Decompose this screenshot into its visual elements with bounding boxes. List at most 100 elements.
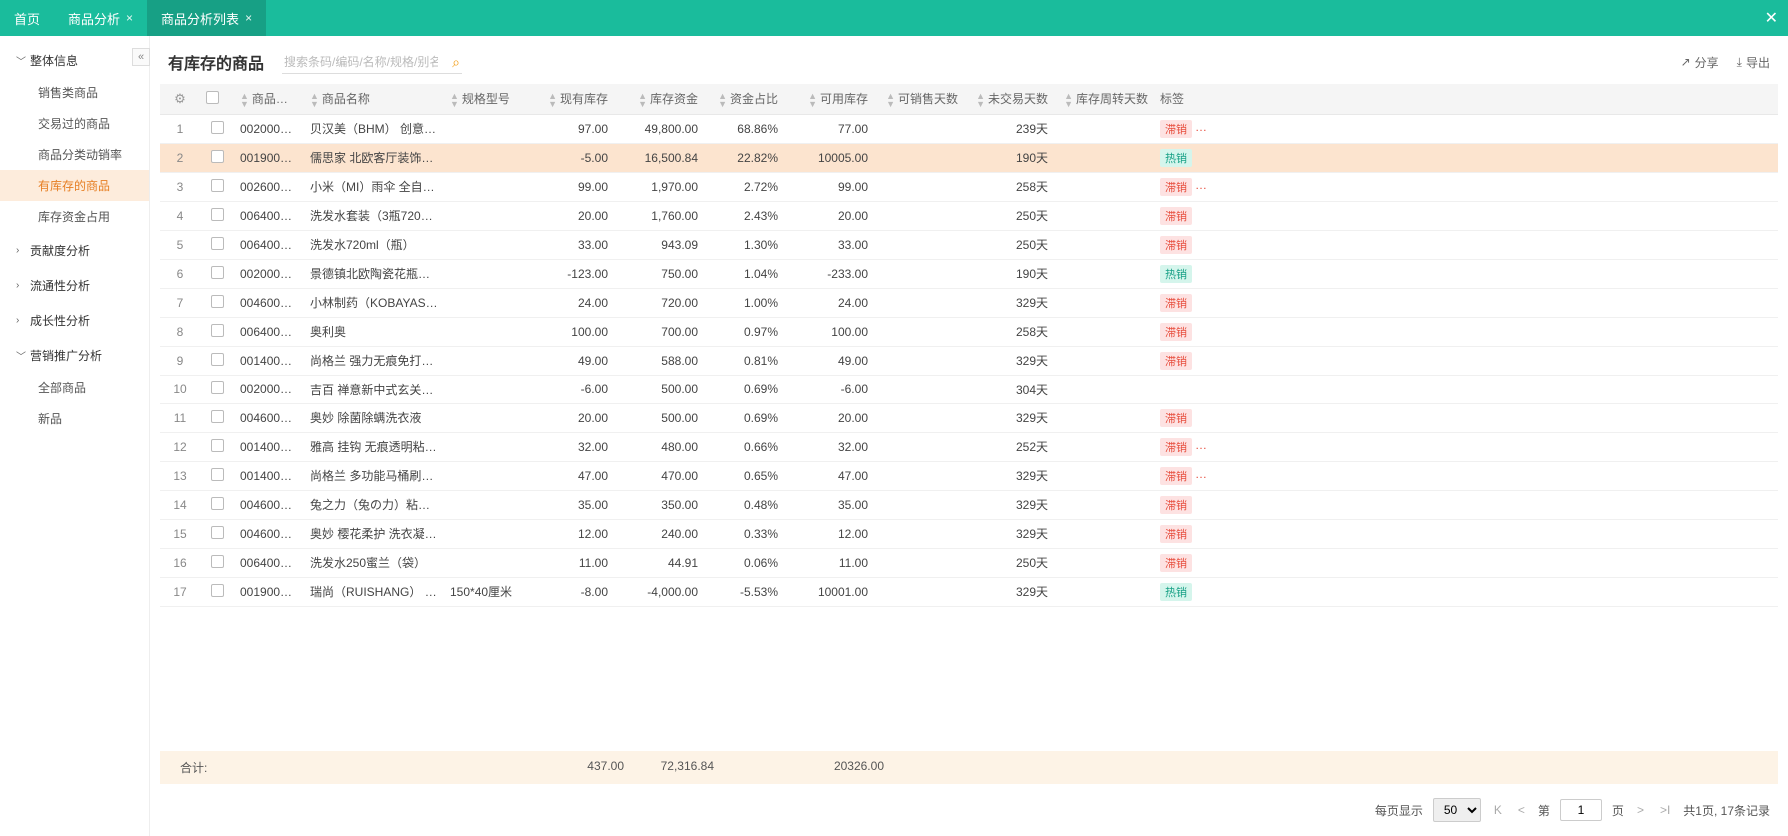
table-row[interactable]: 12001400…雅高 挂钩 无痕透明粘钩 强力32.00480.000.66%… <box>160 432 1778 461</box>
column-header[interactable]: ▲▼未交易天数 <box>964 84 1054 114</box>
sidebar-group-title[interactable]: ﹀营销推广分析 <box>0 339 149 372</box>
row-checkbox[interactable] <box>211 353 224 366</box>
cell-code: 006400… <box>234 548 304 577</box>
row-checkbox[interactable] <box>211 584 224 597</box>
sidebar-group-title[interactable]: ›贡献度分析 <box>0 234 149 267</box>
table-row[interactable]: 4006400…洗发水套装（3瓶720ml+1120.001,760.002.4… <box>160 201 1778 230</box>
table-row[interactable]: 15004600…奥妙 樱花柔护 洗衣凝珠 1012.00240.000.33%… <box>160 519 1778 548</box>
top-tab[interactable]: 商品分析× <box>54 0 147 36</box>
table-row[interactable]: 8006400…奥利奥100.00700.000.97%100.00258天滞销 <box>160 317 1778 346</box>
row-checkbox[interactable] <box>211 324 224 337</box>
row-checkbox[interactable] <box>211 526 224 539</box>
page-input[interactable] <box>1560 799 1602 821</box>
column-header[interactable]: ▲▼资金占比 <box>704 84 784 114</box>
cell-no-trade: 258天 <box>964 317 1054 346</box>
cell-sell-days <box>874 230 964 259</box>
cell-turn-days <box>1054 201 1154 230</box>
cell-value-pct: 1.04% <box>704 259 784 288</box>
cell-sell-days <box>874 375 964 403</box>
table-row[interactable]: 2001900…儒思家 北欧客厅装饰画卧室-5.0016,500.8422.82… <box>160 143 1778 172</box>
column-header[interactable]: ▲▼可销售天数 <box>874 84 964 114</box>
sidebar-collapse-button[interactable]: « <box>132 48 150 66</box>
row-checkbox[interactable] <box>211 179 224 192</box>
row-checkbox[interactable] <box>211 295 224 308</box>
table-row[interactable]: 10002000…吉百 禅意新中式玄关摆件套-6.00500.000.69%-6… <box>160 375 1778 403</box>
totals-cell <box>884 759 974 776</box>
table-row[interactable]: 16006400…洗发水250蜜兰（袋）11.0044.910.06%11.00… <box>160 548 1778 577</box>
row-checkbox <box>200 143 234 172</box>
top-tab[interactable]: 商品分析列表× <box>147 0 266 36</box>
sidebar-item[interactable]: 全部商品 <box>0 372 149 403</box>
table-row[interactable]: 1002000…贝汉美（BHM） 创意北欧饰97.0049,800.0068.8… <box>160 114 1778 143</box>
table-row[interactable]: 14004600…兔之力（兔の力）粘毛器粘35.00350.000.48%35.… <box>160 490 1778 519</box>
totals-cell <box>244 759 314 776</box>
chevron-right-icon: › <box>16 280 24 291</box>
row-checkbox[interactable] <box>211 266 224 279</box>
column-header[interactable]: ▲▼规格型号 <box>444 84 524 114</box>
row-checkbox[interactable] <box>211 468 224 481</box>
table-row[interactable]: 6002000…景德镇北欧陶瓷花瓶摆件 优-123.00750.001.04%-… <box>160 259 1778 288</box>
sidebar-item[interactable]: 交易过的商品 <box>0 108 149 139</box>
cell-spec <box>444 403 524 432</box>
cell-code: 006400… <box>234 230 304 259</box>
export-button[interactable]: ⤓ 导出 <box>1737 54 1770 71</box>
column-header[interactable]: ▲▼库存资金 <box>614 84 704 114</box>
sidebar-item[interactable]: 商品分类动销率 <box>0 139 149 170</box>
row-checkbox[interactable] <box>211 121 224 134</box>
totals-cell: 437.00 <box>534 759 624 776</box>
cell-tags: 滞销热销 <box>1154 172 1234 201</box>
row-checkbox[interactable] <box>211 555 224 568</box>
select-all-checkbox[interactable] <box>206 91 219 104</box>
row-checkbox[interactable] <box>211 410 224 423</box>
column-header[interactable]: ▲▼现有库存 <box>524 84 614 114</box>
search-icon[interactable]: ⌕ <box>452 54 460 71</box>
sidebar-item[interactable]: 库存资金占用 <box>0 201 149 232</box>
top-tab[interactable]: 首页 <box>0 0 54 36</box>
cell-stock: -6.00 <box>524 375 614 403</box>
cell-spec <box>444 288 524 317</box>
cell-value-pct: 0.69% <box>704 403 784 432</box>
search-input[interactable] <box>282 51 462 74</box>
tab-close-icon[interactable]: × <box>126 11 133 25</box>
column-header[interactable]: ▲▼库存周转天数 <box>1054 84 1154 114</box>
share-button[interactable]: ↗ 分享 <box>1681 54 1719 71</box>
table-row[interactable]: 3002600…小米（MI）雨伞 全自动折叠99.001,970.002.72%… <box>160 172 1778 201</box>
cell-no-trade: 329天 <box>964 461 1054 490</box>
table-row[interactable]: 7004600…小林制药（KOBAYASHI）日24.00720.001.00%… <box>160 288 1778 317</box>
top-tabs: 首页商品分析×商品分析列表× <box>0 0 1788 36</box>
row-checkbox[interactable] <box>211 208 224 221</box>
totals-row: 合计:437.0072,316.8420326.00 <box>160 751 1778 784</box>
first-page-button[interactable]: K <box>1491 803 1505 817</box>
tab-close-icon[interactable]: × <box>245 11 252 25</box>
row-checkbox <box>200 346 234 375</box>
close-all-tabs-icon[interactable]: ✕ <box>1765 0 1778 36</box>
last-page-button[interactable]: >I <box>1657 803 1673 817</box>
sidebar-group-title[interactable]: ›成长性分析 <box>0 304 149 337</box>
row-checkbox[interactable] <box>211 439 224 452</box>
next-page-button[interactable]: > <box>1634 803 1647 817</box>
sidebar-group-title[interactable]: ›流通性分析 <box>0 269 149 302</box>
sidebar-group-title[interactable]: ﹀整体信息 <box>0 44 149 77</box>
sidebar-item[interactable]: 销售类商品 <box>0 77 149 108</box>
column-header[interactable]: ▲▼商品… <box>234 84 304 114</box>
table-row[interactable]: 9001400…尚格兰 强力无痕免打孔浴室49.00588.000.81%49.… <box>160 346 1778 375</box>
table-row[interactable]: 17001900…瑞尚（RUISHANG） 卧室装150*40厘米-8.00-4… <box>160 577 1778 606</box>
column-header[interactable]: ▲▼可用库存 <box>784 84 874 114</box>
row-checkbox[interactable] <box>211 237 224 250</box>
cell-sell-days <box>874 259 964 288</box>
cell-no-trade: 258天 <box>964 172 1054 201</box>
prev-page-button[interactable]: < <box>1515 803 1528 817</box>
settings-gear-icon[interactable]: ⚙ <box>166 91 194 107</box>
table-row[interactable]: 13001400…尚格兰 多功能马桶刷套装 马47.00470.000.65%4… <box>160 461 1778 490</box>
table-row[interactable]: 11004600…奥妙 除菌除螨洗衣液20.00500.000.69%20.00… <box>160 403 1778 432</box>
per-page-select[interactable]: 50 <box>1433 798 1481 822</box>
table-row[interactable]: 5006400…洗发水720ml（瓶）33.00943.091.30%33.00… <box>160 230 1778 259</box>
row-checkbox[interactable] <box>211 497 224 510</box>
row-checkbox[interactable] <box>211 381 224 394</box>
cell-tags: 滞销热销 <box>1154 432 1234 461</box>
cell-turn-days <box>1054 172 1154 201</box>
sidebar-item[interactable]: 新品 <box>0 403 149 434</box>
row-checkbox[interactable] <box>211 150 224 163</box>
sidebar-item[interactable]: 有库存的商品 <box>0 170 149 201</box>
column-header[interactable]: ▲▼商品名称 <box>304 84 444 114</box>
